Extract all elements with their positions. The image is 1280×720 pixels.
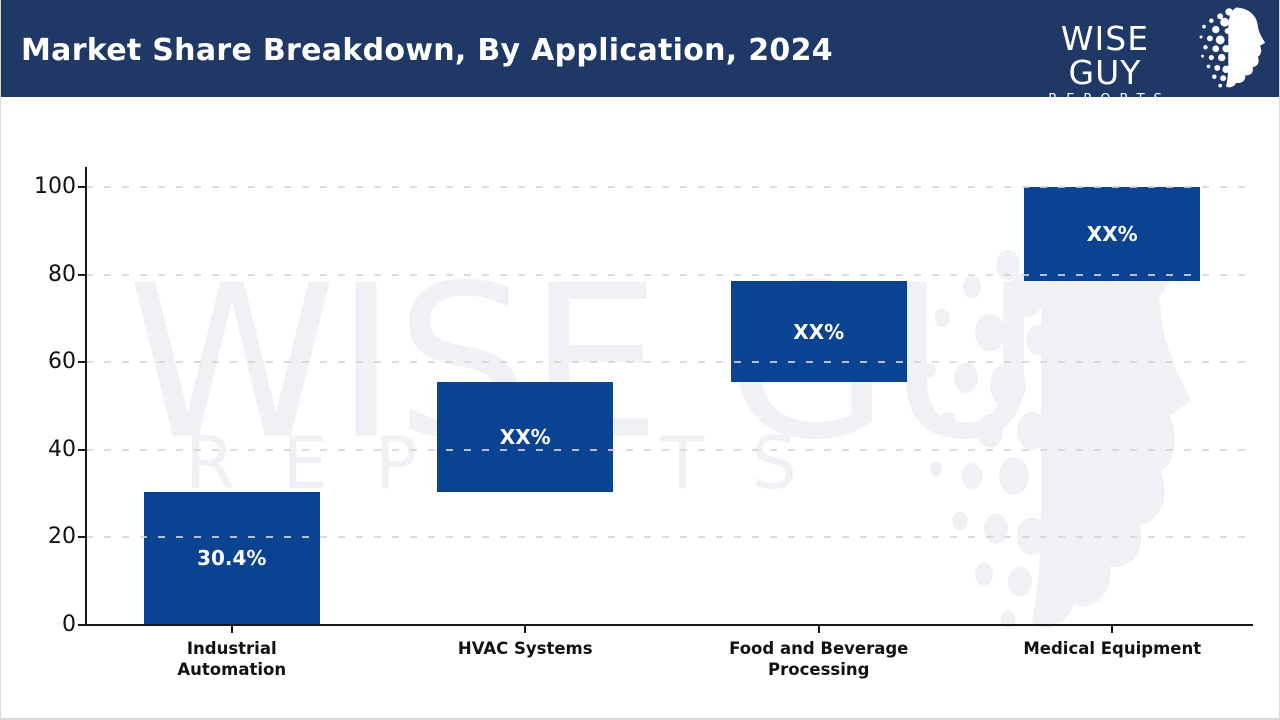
x-tick-mark-industrial-automation bbox=[230, 626, 233, 633]
bar-hvac-systems bbox=[437, 381, 614, 492]
page-title: Market Share Breakdown, By Application, … bbox=[21, 33, 833, 68]
y-axis-spine bbox=[85, 167, 87, 626]
x-tick-label-industrial-automation: Industrial Automation bbox=[177, 639, 287, 679]
bar-value-label-food-and-beverage-processing: XX% bbox=[793, 319, 845, 344]
x-tick-label-medical-equipment: Medical Equipment bbox=[1023, 639, 1202, 658]
x-tick-label-food-and-beverage-processing: Food and Beverage Processing bbox=[729, 639, 909, 679]
logo-subtitle-text: REPORTS bbox=[1048, 92, 1171, 107]
logo-name-text: WISE GUY bbox=[1060, 19, 1150, 92]
header-bar: Market Share Breakdown, By Application, … bbox=[1, 0, 1279, 107]
x-tick-mark-medical-equipment bbox=[1111, 626, 1114, 633]
y-tick-label-20: 20 bbox=[48, 524, 76, 550]
y-tick-label-0: 0 bbox=[62, 612, 76, 637]
y-tick-label-60: 60 bbox=[48, 349, 76, 375]
x-tick-label-hvac-systems: HVAC Systems bbox=[457, 639, 593, 658]
y-tick-label-80: 80 bbox=[48, 261, 76, 287]
gridline-80 bbox=[86, 273, 1252, 276]
y-tick-mark-40 bbox=[78, 448, 86, 451]
bar-value-label-industrial-automation: 30.4% bbox=[197, 546, 267, 571]
y-tick-label-100: 100 bbox=[34, 174, 76, 199]
waterfall-chart: WISE GUY REPORTS 30.4%XX%XX%XX% 02040608… bbox=[1, 97, 1280, 718]
logo-wordmark: WISE GUY REPORTS bbox=[1019, 22, 1191, 108]
y-axis-layer: 0 20 40 60 80 100 bbox=[1, 97, 1280, 718]
x-tick-mark-food-and-beverage-processing bbox=[817, 626, 820, 633]
bar-value-label-hvac-systems: XX% bbox=[499, 424, 551, 449]
y-tick-mark-80 bbox=[78, 273, 86, 276]
gridline-100 bbox=[86, 186, 1252, 188]
y-tick-mark-0 bbox=[78, 624, 86, 626]
y-tick-mark-20 bbox=[78, 536, 86, 539]
y-tick-label-40: 40 bbox=[48, 436, 76, 462]
gridline-20 bbox=[86, 536, 1252, 539]
gridline-60 bbox=[86, 361, 1252, 364]
gridlines-layer bbox=[1, 97, 1280, 718]
x-axis-layer: Industrial Automation HVAC Systems Food and… bbox=[1, 97, 1280, 718]
wiseguy-logo: WISE GUY REPORTS bbox=[1019, 4, 1269, 107]
bar-industrial-automation bbox=[143, 491, 320, 625]
bar-food-and-beverage-processing bbox=[730, 281, 907, 382]
wiseguy-face-icon bbox=[1199, 7, 1266, 88]
y-tick-mark-60 bbox=[78, 361, 86, 364]
y-tick-mark-100 bbox=[78, 186, 86, 188]
x-tick-mark-hvac-systems bbox=[524, 626, 527, 633]
axes-layer bbox=[1, 97, 1280, 718]
gridline-40 bbox=[86, 448, 1252, 451]
x-axis-spine bbox=[85, 624, 1253, 626]
